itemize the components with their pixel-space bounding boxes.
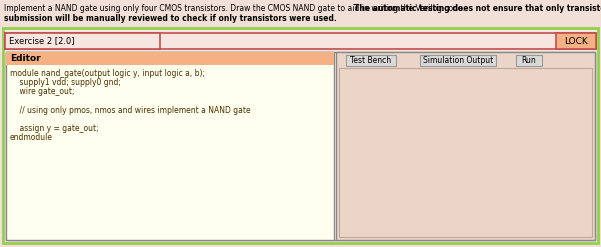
- Bar: [6, 52, 334, 240]
- Text: assign y = gate_out;: assign y = gate_out;: [10, 124, 99, 133]
- Text: submission will be manually reviewed to check if only transistors were used.: submission will be manually reviewed to …: [4, 14, 337, 23]
- Text: Exercise 2 [2.0]: Exercise 2 [2.0]: [9, 37, 75, 45]
- Bar: [3, 28, 598, 243]
- Text: // using only pmos, nmos and wires implement a NAND gate: // using only pmos, nmos and wires imple…: [10, 106, 251, 115]
- Bar: [339, 68, 592, 237]
- Bar: [516, 55, 542, 66]
- Text: Run: Run: [522, 56, 536, 65]
- Text: Test Bench: Test Bench: [350, 56, 392, 65]
- Text: Editor: Editor: [10, 54, 41, 63]
- Bar: [6, 52, 595, 240]
- Bar: [6, 52, 334, 65]
- Text: endmodule: endmodule: [10, 133, 53, 143]
- Bar: [336, 52, 595, 240]
- Text: supply1 vdd; supply0 gnd;: supply1 vdd; supply0 gnd;: [10, 78, 121, 87]
- Bar: [346, 55, 396, 66]
- Text: LOCK: LOCK: [564, 37, 588, 45]
- Bar: [420, 55, 496, 66]
- Text: module nand_gate(output logic y, input logic a, b);: module nand_gate(output logic y, input l…: [10, 69, 205, 78]
- Bar: [5, 33, 596, 49]
- Text: Implement a NAND gate using only four CMOS transistors. Draw the CMOS NAND gate : Implement a NAND gate using only four CM…: [4, 4, 468, 13]
- Bar: [5, 33, 160, 49]
- Text: wire gate_out;: wire gate_out;: [10, 87, 75, 96]
- Text: Simulation Output: Simulation Output: [423, 56, 493, 65]
- Bar: [556, 33, 596, 49]
- Text: The automatic testing does not ensure that only transistors were used. The: The automatic testing does not ensure th…: [355, 4, 601, 13]
